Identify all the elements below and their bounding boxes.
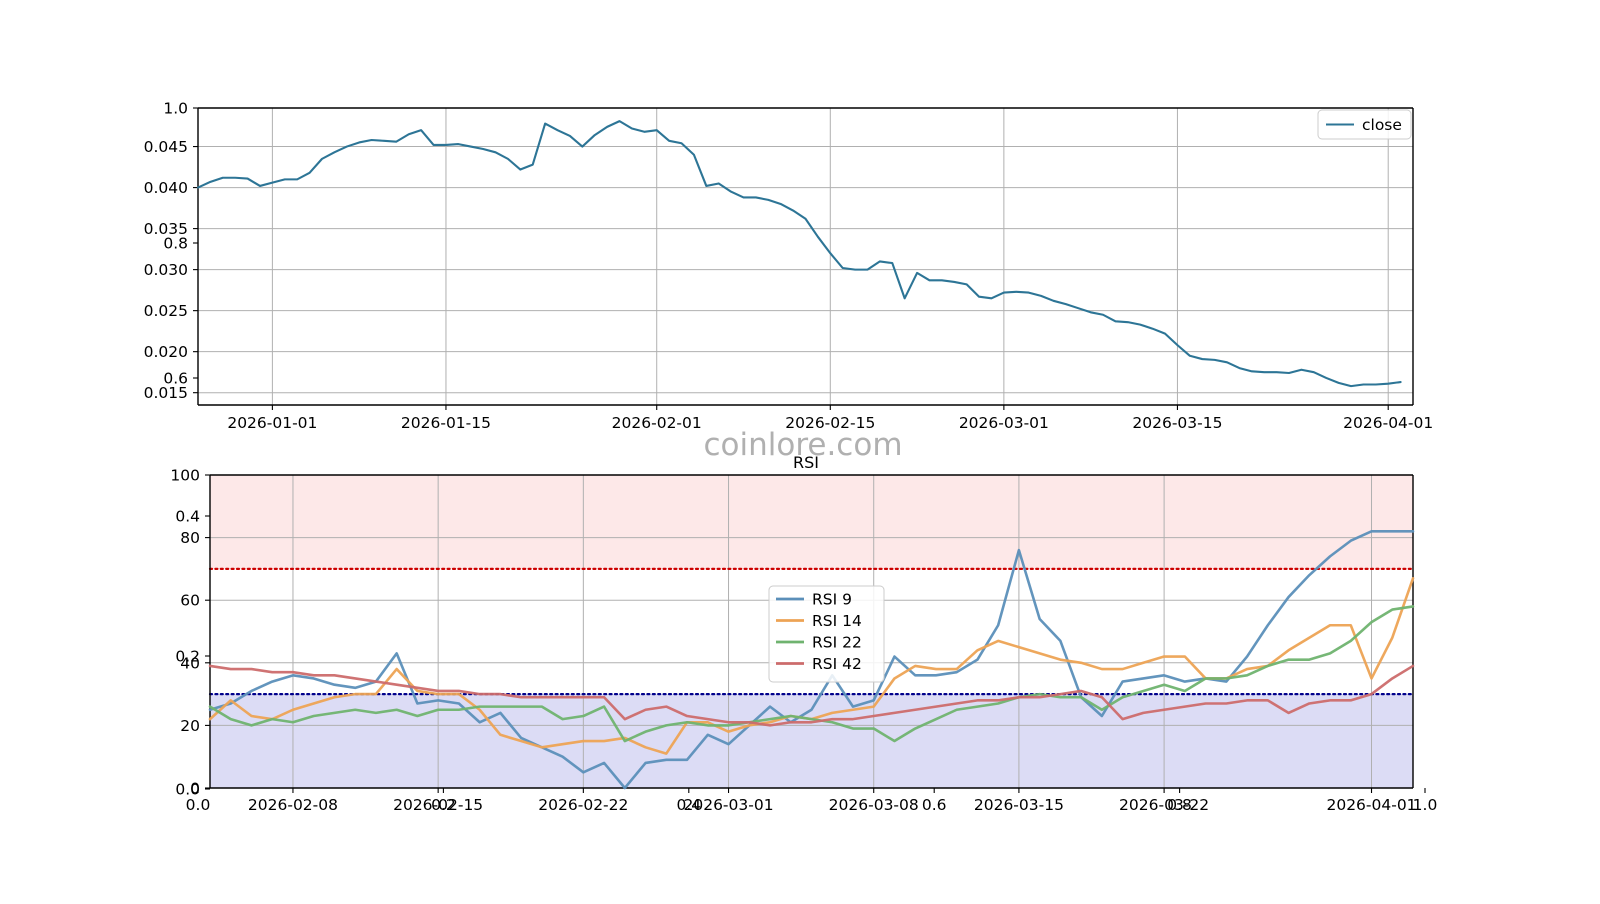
- rsi-xtick-secondary-label: 0.4: [676, 796, 701, 814]
- rsi-xtick-secondary-label: 0.2: [431, 796, 456, 814]
- price-xtick-label: 2026-01-15: [401, 414, 491, 432]
- rsi-panel: 0 20 40 60 80 100 0.4 0.2 0.0 2026-02-08 2026-02-1…: [170, 467, 1437, 815]
- rsi-xtick-secondary-label: 1.0: [1413, 796, 1438, 814]
- price-ytick-label: 0.045: [144, 138, 188, 156]
- price-ytick-label: 0.040: [144, 179, 188, 197]
- rsi-ytick-label: 100: [170, 467, 200, 485]
- price-xtick-label: 2026-02-15: [785, 414, 875, 432]
- rsi-line-rsi-22: [208, 605, 1415, 743]
- price-xtick-label: 2026-02-01: [612, 414, 702, 432]
- rsi-xtick-label: 2026-04-01: [1326, 796, 1416, 814]
- price-ytick-label: 0.035: [144, 220, 188, 238]
- rsi-title: RSI: [793, 453, 819, 472]
- price-xtick-label: 2026-01-01: [227, 414, 317, 432]
- rsi-xtick-label: 2026-03-08: [829, 796, 919, 814]
- rsi-legend-label: RSI 14: [812, 612, 862, 630]
- price-xtick-label: 2026-03-15: [1132, 414, 1222, 432]
- rsi-legend-box: [768, 585, 885, 683]
- rsi-xtick-label: 2026-03-22: [1119, 796, 1209, 814]
- rsi-legend-label: RSI 42: [812, 655, 862, 673]
- rsi-overbought-band: [210, 475, 1413, 569]
- rsi-legend: RSI 9 RSI 14 RSI 22 RSI 42: [768, 585, 885, 683]
- price-ytick-secondary-label: 0.6: [163, 370, 188, 388]
- rsi-xtick-label: 2026-03-01: [683, 796, 773, 814]
- rsi-ytick-label: 60: [180, 592, 200, 610]
- rsi-ytick-secondary-label: 0.2: [175, 648, 200, 666]
- rsi-ytick-secondary-label: 0.0: [175, 781, 200, 799]
- rsi-xtick-label: 2026-02-15: [393, 796, 483, 814]
- price-ytick-label: 0.020: [144, 343, 188, 361]
- rsi-legend-label: RSI 22: [812, 634, 862, 652]
- rsi-xtick-label: 2026-03-15: [974, 796, 1064, 814]
- rsi-line-rsi-42: [208, 664, 1415, 727]
- price-ytick-label: 0.025: [144, 302, 188, 320]
- price-xtick-label: 2026-03-01: [959, 414, 1049, 432]
- rsi-ytick-label: 80: [180, 529, 200, 547]
- rsi-xtick-label: 2026-02-08: [248, 796, 338, 814]
- rsi-legend-label: RSI 9: [812, 591, 852, 609]
- watermark: coinlore.com: [703, 427, 902, 463]
- price-legend-label: close: [1362, 116, 1402, 134]
- price-ytick-secondary-label: 0.8: [163, 235, 188, 253]
- rsi-ytick-label: 40: [180, 654, 200, 672]
- price-ytick-secondary-label: 1.0: [163, 100, 188, 118]
- price-panel: 0.015 0.020 0.025 0.030 0.035 0.040 0.045 1.0 0.…: [144, 100, 1434, 433]
- price-legend: close: [1317, 109, 1412, 140]
- rsi-ytick-label: 0: [190, 780, 200, 798]
- price-ytick-label: 0.015: [144, 384, 188, 402]
- rsi-ytick-secondary-label: 0.4: [175, 508, 200, 526]
- price-line-close: [196, 120, 1402, 388]
- price-ytick-label: 0.030: [144, 261, 188, 279]
- rsi-xtick-secondary-label: 0.0: [186, 796, 211, 814]
- rsi-xtick-secondary-label: 0.8: [1167, 796, 1192, 814]
- rsi-ytick-label: 20: [180, 717, 200, 735]
- price-legend-box: [1317, 109, 1412, 140]
- price-xtick-label: 2026-04-01: [1343, 414, 1433, 432]
- rsi-xtick-label: 2026-02-22: [538, 796, 628, 814]
- rsi-xtick-secondary-label: 0.6: [922, 796, 947, 814]
